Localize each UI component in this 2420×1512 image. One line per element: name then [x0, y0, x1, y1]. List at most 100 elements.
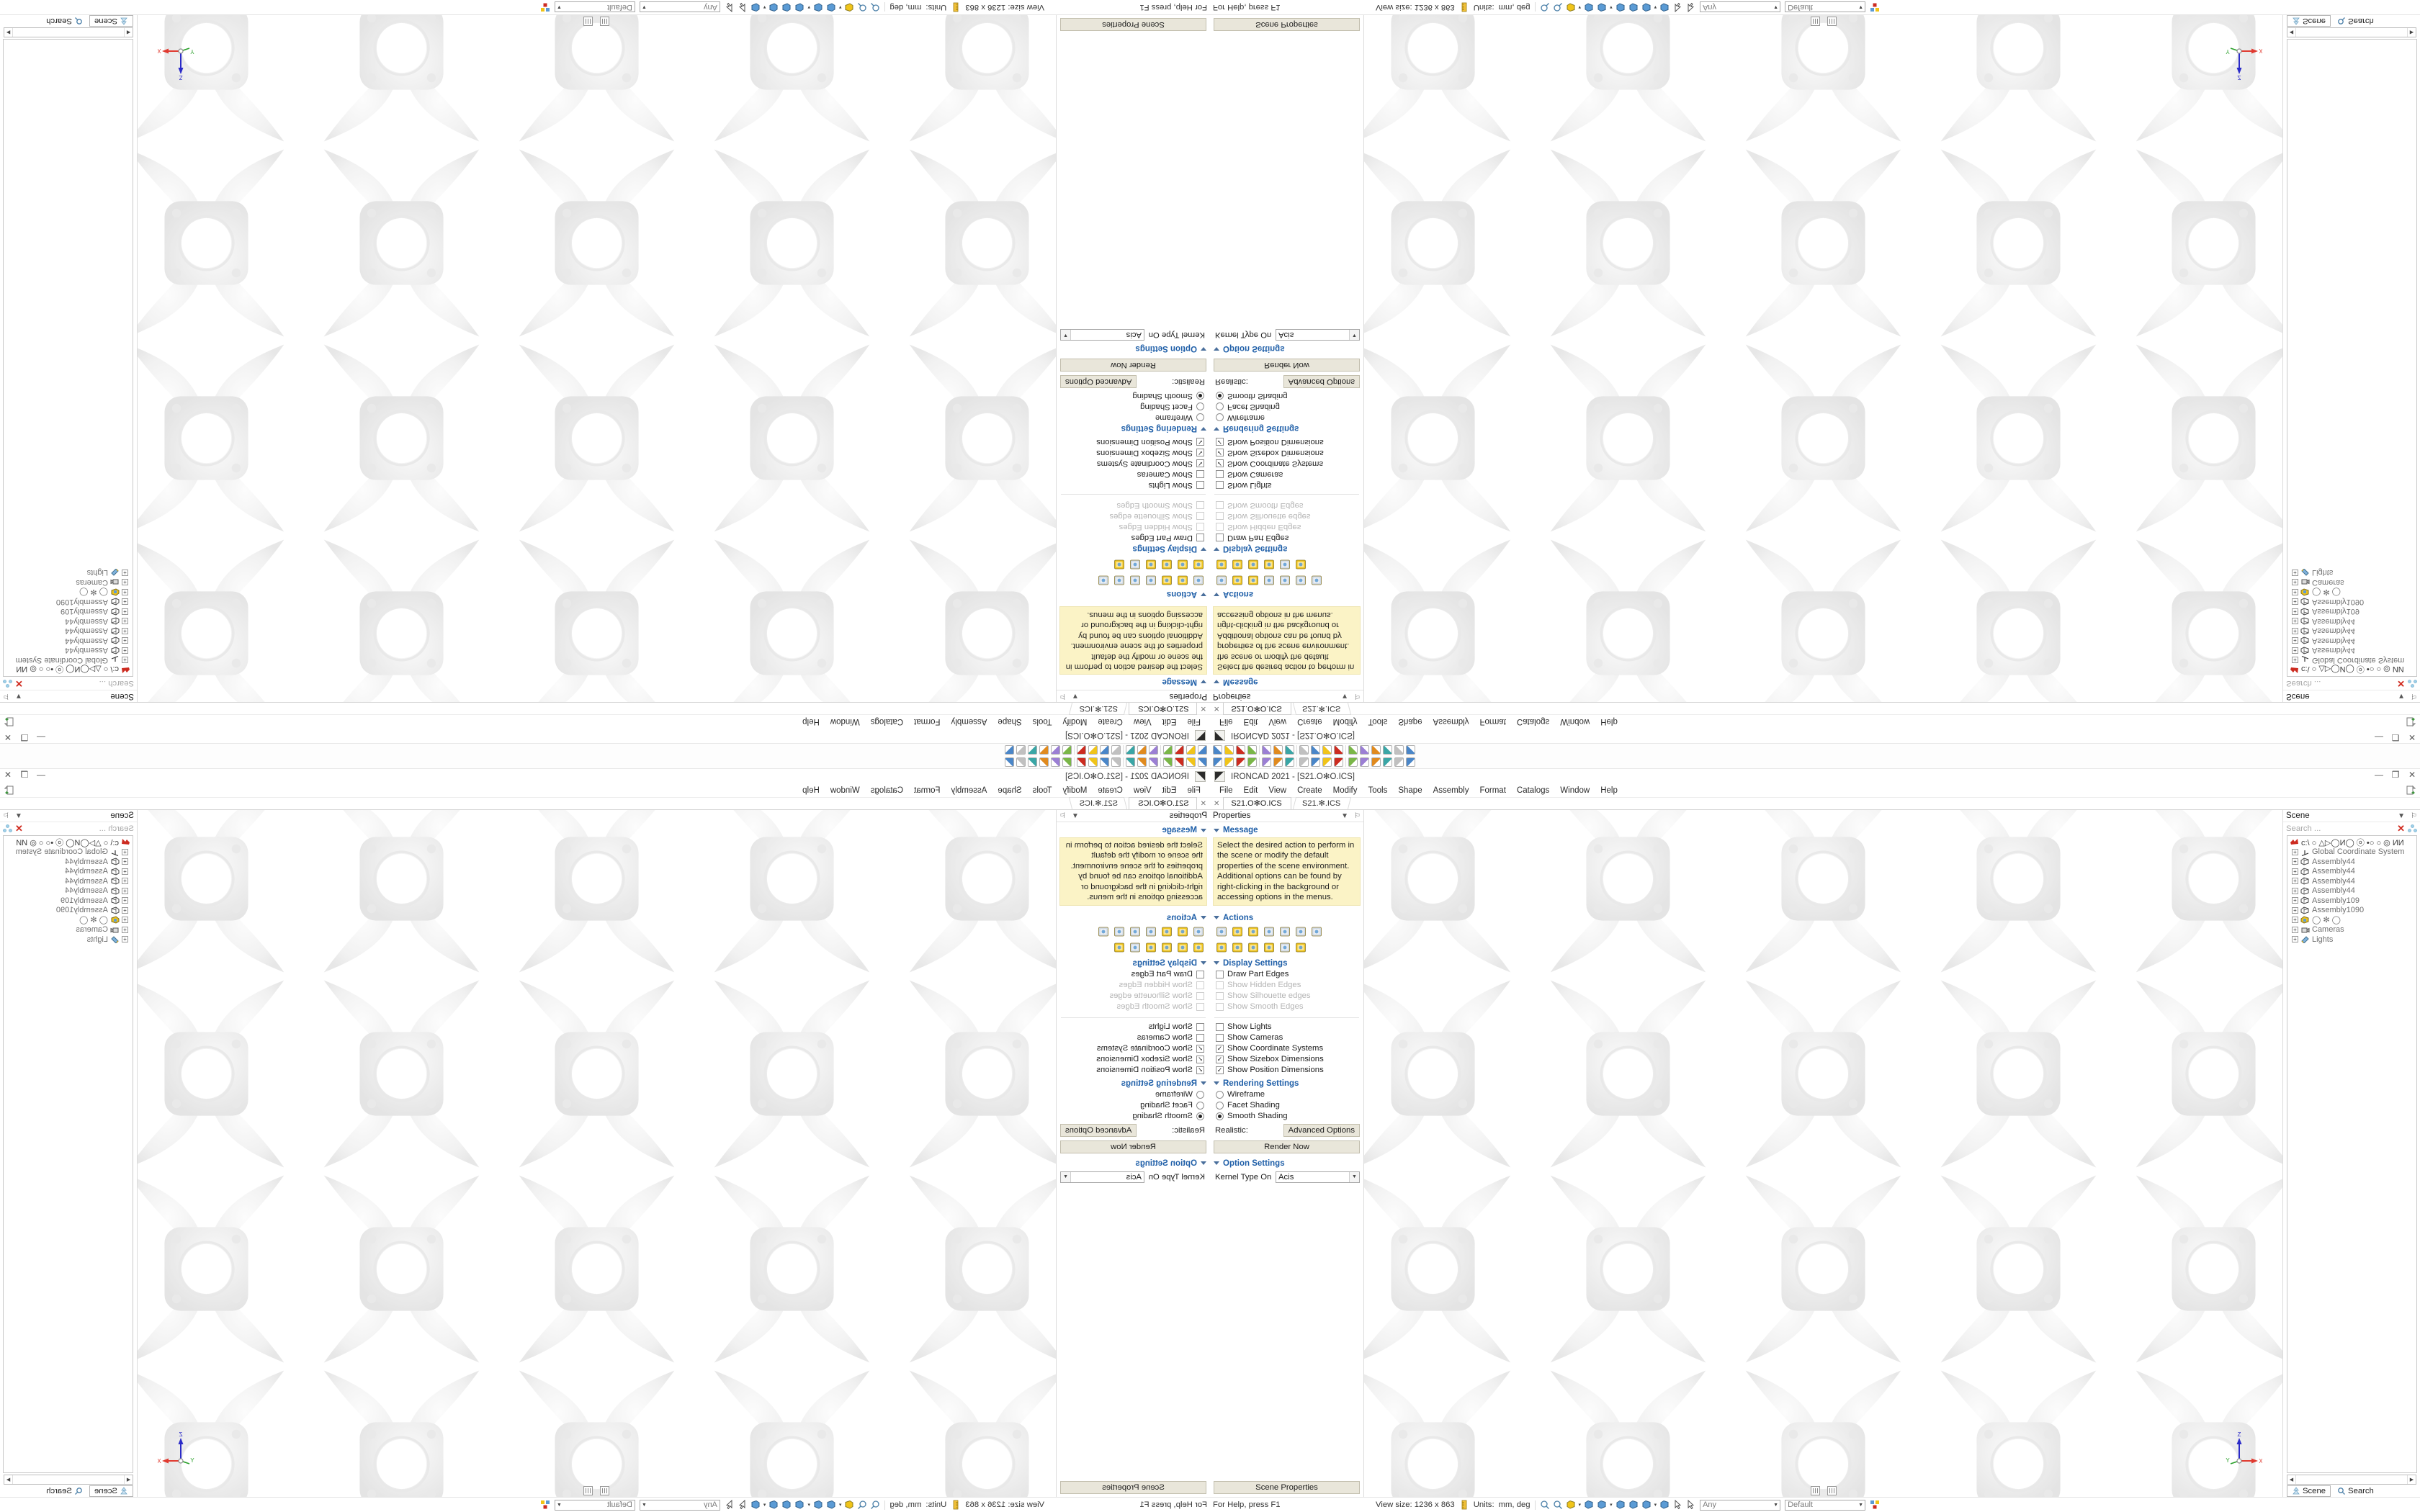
menu-modify[interactable]: Modify	[1062, 717, 1088, 726]
curve-icon[interactable]	[1628, 1500, 1639, 1510]
tab-close-icon[interactable]: ✕	[1214, 800, 1220, 808]
radio-row-0[interactable]: Wireframe	[1057, 1089, 1210, 1100]
checkbox-icon[interactable]	[1196, 1033, 1204, 1042]
menu-view[interactable]: View	[1133, 786, 1152, 795]
render-now-button[interactable]: Render Now	[1060, 1140, 1206, 1153]
menu-create[interactable]: Create	[1297, 786, 1322, 795]
status-tool-icons[interactable]: ▾ ▾ ▾	[1540, 1500, 1696, 1510]
scene-tree-item[interactable]: + Global Coordinate System	[2289, 847, 2416, 858]
chevron-down-icon[interactable]: ▼	[1773, 1502, 1779, 1508]
curve-icon[interactable]	[781, 2, 792, 12]
expand-plus-icon[interactable]: +	[122, 588, 128, 595]
scene-tree-item[interactable]: + Assembly1090	[4, 906, 131, 916]
scroll-left-icon[interactable]: ◀	[2287, 28, 2296, 37]
assembly-blocks-icon[interactable]	[1145, 942, 1157, 953]
render-icon[interactable]	[1360, 757, 1369, 767]
pin-icon[interactable]: ⚐	[1059, 692, 1066, 701]
scene-tree-item[interactable]: + Assembly109	[2289, 896, 2416, 906]
menu-help[interactable]: Help	[1600, 717, 1618, 726]
checkbox-icon[interactable]: ✓	[1196, 449, 1204, 457]
checkbox-icon[interactable]: ✓	[1216, 1066, 1224, 1074]
menu-view[interactable]: View	[1268, 786, 1287, 795]
chevron-down-icon[interactable]: ▾	[1610, 1503, 1613, 1508]
chevron-down-icon[interactable]: ▼	[1858, 1502, 1864, 1508]
copy-icon[interactable]	[1111, 745, 1121, 755]
checkbox-icon[interactable]	[1216, 534, 1224, 542]
style-select[interactable]: Default ▼	[554, 1499, 635, 1511]
blue-part-icon[interactable]	[826, 1500, 836, 1510]
view-icon[interactable]	[1062, 757, 1072, 767]
scene-search-input[interactable]: Search ...	[2286, 679, 2321, 688]
advanced-options-button[interactable]: Advanced Options	[1060, 1123, 1137, 1137]
paste-icon[interactable]	[1100, 745, 1109, 755]
assembly-blocks-icon[interactable]	[1263, 942, 1275, 953]
expand-plus-icon[interactable]: +	[122, 657, 128, 664]
scene-panel-tabs[interactable]: Scene Search	[2283, 15, 2420, 27]
expand-plus-icon[interactable]: +	[122, 887, 128, 894]
color-swatch-icon[interactable]	[1870, 1500, 1880, 1510]
checkbox-row-5[interactable]: Show Cameras	[1210, 1032, 1363, 1043]
scene-tree[interactable]: c:\ ○ △▷◯И◯ ⓞ •○ ○ ◎ ИИ + Global Coordina…	[3, 835, 133, 1473]
menu-window[interactable]: Window	[830, 786, 860, 795]
checkbox-row-5[interactable]: Show Cameras	[1057, 1032, 1210, 1043]
scroll-left-icon[interactable]: ◀	[124, 1475, 133, 1484]
expand-plus-icon[interactable]: +	[122, 637, 128, 644]
cut-icon[interactable]	[1126, 745, 1135, 755]
menu-create[interactable]: Create	[1098, 717, 1123, 726]
chart-icon[interactable]	[1311, 575, 1322, 586]
menu-file[interactable]: File	[1187, 717, 1201, 726]
scene-tree-root[interactable]: c:\ ○ △▷◯И◯ ⓞ •○ ○ ◎ ИИ	[4, 665, 131, 675]
scene-tab-scene[interactable]: Scene	[89, 1485, 133, 1497]
undo-icon[interactable]	[1659, 1500, 1670, 1510]
open-icon[interactable]	[1186, 757, 1196, 767]
scene-tree-item[interactable]: + Cameras	[4, 925, 131, 935]
new-icon[interactable]	[1213, 745, 1222, 755]
expand-plus-icon[interactable]: +	[122, 618, 128, 625]
part-yellow-icon[interactable]	[1177, 926, 1188, 937]
scene-panel-tabs[interactable]: Scene Search	[2283, 1485, 2420, 1497]
menu-help[interactable]: Help	[802, 786, 820, 795]
document-tab-0[interactable]: S21.O✻O.ICS	[1223, 703, 1291, 715]
coordinate-triad-icon[interactable]	[1129, 559, 1141, 570]
message-section-header[interactable]: Message	[1057, 676, 1210, 690]
checkbox-icon[interactable]	[1196, 1022, 1204, 1031]
shield-icon[interactable]	[1129, 575, 1141, 586]
clear-search-icon[interactable]: ✕	[2397, 822, 2405, 834]
paste-icon[interactable]	[1100, 757, 1109, 767]
scene-tree-item[interactable]: + Assembly44	[4, 857, 131, 867]
expand-plus-icon[interactable]: +	[2292, 936, 2298, 943]
expand-plus-icon[interactable]: +	[2292, 848, 2298, 855]
actions-icon-row-2[interactable]	[1057, 557, 1210, 572]
render-icon[interactable]	[1051, 757, 1060, 767]
checkbox-row-8[interactable]: ✓ Show Position Dimensions	[1210, 1065, 1363, 1076]
expand-plus-icon[interactable]: +	[122, 858, 128, 865]
pin-icon[interactable]: ⚐	[1059, 811, 1066, 820]
selection-filter-select[interactable]: Any ▼	[639, 1499, 720, 1511]
deselect-arrow-icon[interactable]	[1685, 2, 1695, 12]
expand-plus-icon[interactable]: +	[2292, 637, 2298, 644]
scene-search-input[interactable]: Search ...	[2286, 824, 2321, 833]
scene-tree-item[interactable]: + Assembly44	[2289, 876, 2416, 886]
menu-assembly[interactable]: Assembly	[951, 786, 987, 795]
3d-viewport[interactable]: Z X Y	[1364, 810, 2283, 1497]
face-icon[interactable]	[1615, 1500, 1626, 1510]
checkbox-icon[interactable]: ✓	[1196, 1055, 1204, 1063]
scroll-left-icon[interactable]: ◀	[124, 28, 133, 37]
restore-icon[interactable]: ❐	[20, 732, 29, 742]
chart-icon[interactable]	[1311, 926, 1322, 937]
menu-tools[interactable]: Tools	[1032, 717, 1052, 726]
chevron-down-icon[interactable]: ▾	[1578, 4, 1582, 9]
tab-close-icon[interactable]: ✕	[1200, 704, 1206, 712]
light-icon[interactable]	[1383, 757, 1392, 767]
menu-catalogs[interactable]: Catalogs	[870, 786, 904, 795]
zoom-in-icon[interactable]	[870, 1500, 880, 1510]
scene-tree-item[interactable]: + Assembly44	[2289, 886, 2416, 896]
clear-search-icon[interactable]: ✕	[15, 678, 23, 690]
extrude-icon[interactable]	[1295, 559, 1307, 570]
document-tab-0[interactable]: S21.O✻O.ICS	[1223, 797, 1291, 809]
grid-table-icon[interactable]	[1161, 559, 1173, 570]
anchor-icon[interactable]	[813, 1500, 823, 1510]
scene-tree-item[interactable]: + Assembly1090	[2289, 597, 2416, 607]
box-cube-icon[interactable]	[1193, 942, 1204, 953]
status-tool-icons[interactable]: ▾ ▾ ▾	[1540, 2, 1696, 12]
